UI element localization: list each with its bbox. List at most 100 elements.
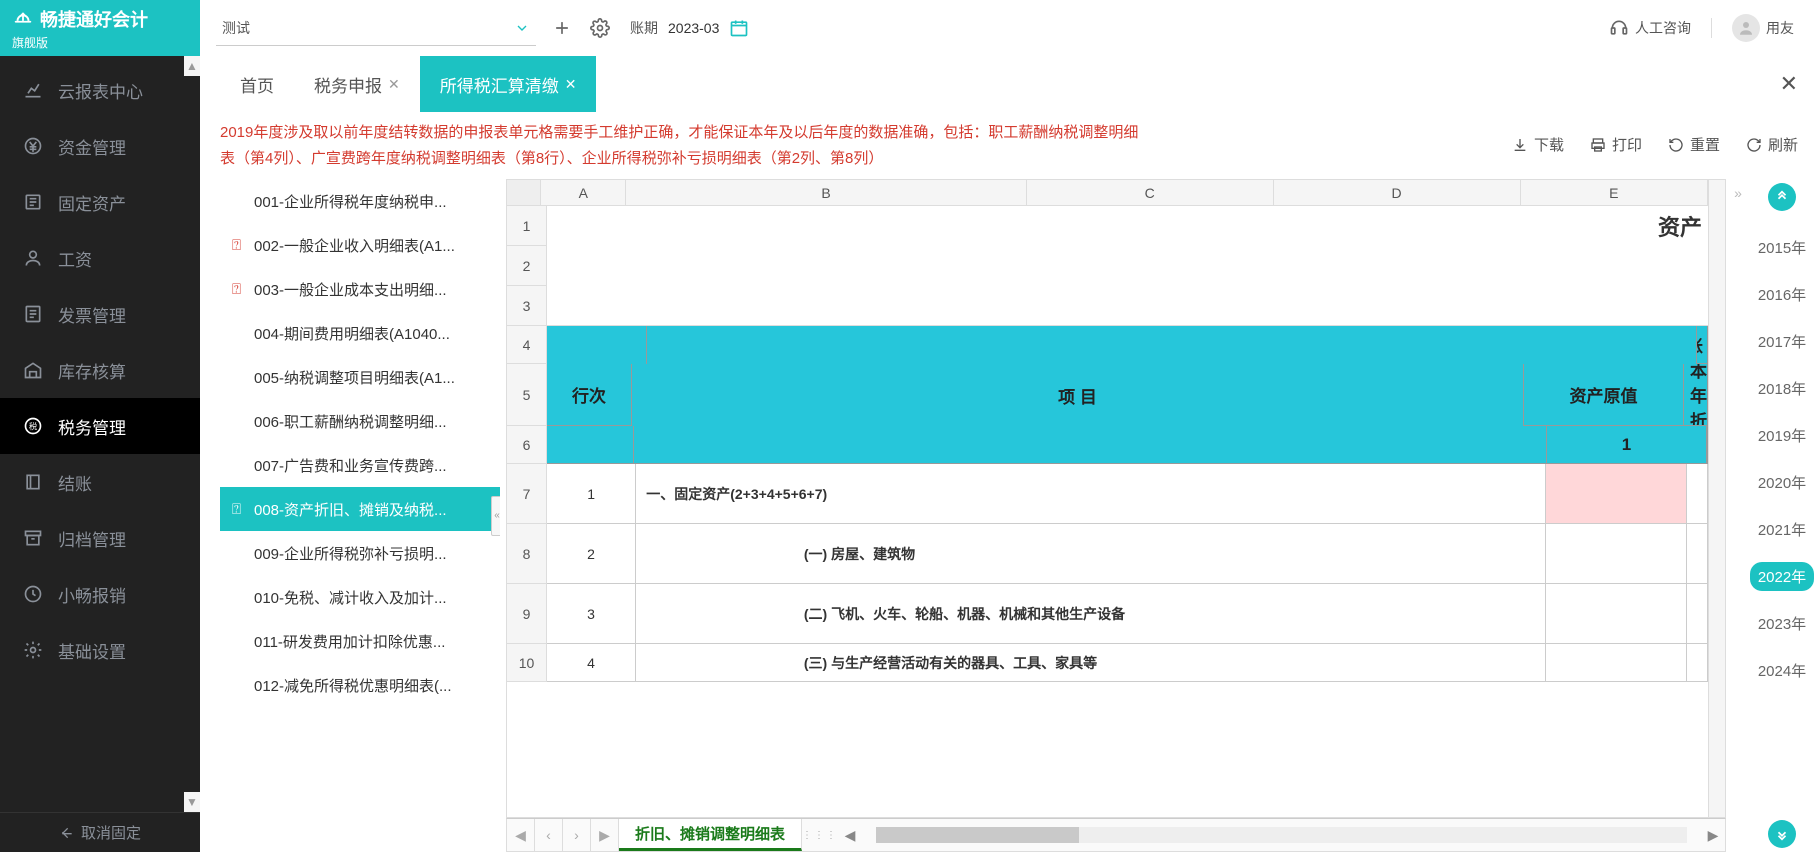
cell-value[interactable]	[1687, 644, 1708, 682]
sidebar-item-yen[interactable]: 资金管理	[0, 118, 200, 174]
report-item-0[interactable]: 001-企业所得税年度纳税申...	[220, 179, 500, 223]
print-button[interactable]: 打印	[1590, 134, 1642, 155]
sheet-tab[interactable]: 折旧、摊销调整明细表	[619, 819, 802, 851]
settings-icon[interactable]	[590, 18, 610, 38]
close-icon[interactable]: ✕	[388, 76, 400, 93]
cell-line[interactable]: 3	[547, 584, 636, 644]
report-item-5[interactable]: 006-职工薪酬纳税调整明细...	[220, 399, 500, 443]
year-scroll-up[interactable]	[1768, 183, 1796, 211]
cell-item[interactable]: (三) 与生产经营活动有关的器具、工具、家具等	[794, 644, 1546, 682]
row-head-4[interactable]: 4	[507, 326, 547, 364]
row-head-6[interactable]: 6	[507, 426, 547, 464]
sidebar-item-warehouse[interactable]: 库存核算	[0, 342, 200, 398]
sidebar-item-tax[interactable]: 税税务管理	[0, 398, 200, 454]
year-scroll-down[interactable]	[1768, 820, 1796, 848]
year-item-2024年[interactable]: 2024年	[1750, 656, 1814, 685]
report-item-3[interactable]: 004-期间费用明细表(A1040...	[220, 311, 500, 355]
col-head-d[interactable]: D	[1274, 180, 1521, 205]
sidebar-item-person[interactable]: 工资	[0, 230, 200, 286]
col-head-b[interactable]: B	[626, 180, 1026, 205]
report-item-11[interactable]: 012-减免所得税优惠明细表(...	[220, 663, 500, 707]
year-item-2023年[interactable]: 2023年	[1750, 609, 1814, 638]
year-item-2019年[interactable]: 2019年	[1750, 421, 1814, 450]
cell-line[interactable]: 2	[547, 524, 636, 584]
report-item-1[interactable]: ⍰002-一般企业收入明细表(A1...	[220, 223, 500, 267]
vertical-scrollbar[interactable]	[1708, 180, 1726, 817]
row-head-1[interactable]: 1	[507, 206, 547, 246]
sheet-nav-next[interactable]: ›	[563, 819, 591, 851]
sidebar-scroll-down[interactable]: ▼	[184, 792, 200, 812]
report-item-9[interactable]: 010-免税、减计收入及加计...	[220, 575, 500, 619]
row-head-5[interactable]: 5	[507, 364, 547, 426]
report-item-4[interactable]: 005-纳税调整项目明细表(A1...	[220, 355, 500, 399]
company-select[interactable]: 测试	[216, 10, 536, 46]
cell-blank[interactable]	[636, 584, 794, 644]
cell-value[interactable]	[1546, 464, 1687, 524]
cell-item[interactable]: (二) 飞机、火车、轮船、机器、机械和其他生产设备	[794, 584, 1546, 644]
sidebar-item-chart[interactable]: 云报表中心	[0, 62, 200, 118]
calendar-icon[interactable]	[729, 18, 749, 38]
col-head-c[interactable]: C	[1027, 180, 1274, 205]
cell-blank[interactable]	[636, 644, 794, 682]
user-menu[interactable]: 用友	[1732, 14, 1794, 42]
unpin-button[interactable]: 取消固定	[0, 812, 200, 852]
collapse-report-list[interactable]: «	[491, 496, 500, 536]
report-item-10[interactable]: 011-研发费用加计扣除优惠...	[220, 619, 500, 663]
horizontal-scrollbar[interactable]: ◀ ▶	[838, 827, 1725, 844]
year-item-2020年[interactable]: 2020年	[1750, 468, 1814, 497]
report-item-6[interactable]: 007-广告费和业务宣传费跨...	[220, 443, 500, 487]
download-button[interactable]: 下载	[1512, 134, 1564, 155]
cell-value[interactable]	[1687, 464, 1708, 524]
sheet-drag-handle[interactable]: ⋮⋮⋮	[802, 830, 838, 841]
close-icon[interactable]: ✕	[565, 76, 577, 93]
sidebar-item-settings[interactable]: 基础设置	[0, 622, 200, 678]
year-item-2015年[interactable]: 2015年	[1750, 233, 1814, 262]
cell-value[interactable]	[1546, 524, 1687, 584]
refresh-button[interactable]: 刷新	[1746, 134, 1798, 155]
sidebar-item-archive[interactable]: 归档管理	[0, 510, 200, 566]
tab-2[interactable]: 所得税汇算清缴✕	[420, 56, 597, 112]
row-head-7[interactable]: 7	[507, 464, 547, 524]
cell-item[interactable]: 一、固定资产(2+3+4+5+6+7)	[636, 464, 1546, 524]
cell-value[interactable]	[1546, 584, 1687, 644]
year-item-2021年[interactable]: 2021年	[1750, 515, 1814, 544]
report-item-label: 010-免税、减计收入及加计...	[254, 587, 447, 608]
consult-button[interactable]: 人工咨询	[1609, 18, 1691, 38]
sheet-nav-first[interactable]: ◀	[507, 819, 535, 851]
row-head-9[interactable]: 9	[507, 584, 547, 644]
sidebar-item-invoice[interactable]: 发票管理	[0, 286, 200, 342]
grid-corner[interactable]	[507, 180, 541, 205]
cell-value[interactable]	[1687, 524, 1708, 584]
row-head-8[interactable]: 8	[507, 524, 547, 584]
sheet-nav-last[interactable]: ▶	[591, 819, 619, 851]
sidebar-item-report[interactable]: 小畅报销	[0, 566, 200, 622]
tab-1[interactable]: 税务申报✕	[294, 56, 420, 112]
row-head-2[interactable]: 2	[507, 246, 547, 286]
cell-line[interactable]: 1	[547, 464, 636, 524]
cell-item[interactable]: (一) 房屋、建筑物	[794, 524, 1546, 584]
sidebar-scroll-up[interactable]: ▲	[184, 56, 200, 76]
cell-value[interactable]	[1546, 644, 1687, 682]
close-all-tabs[interactable]: ✕	[1780, 71, 1818, 97]
sidebar-item-asset[interactable]: 固定资产	[0, 174, 200, 230]
cell-value[interactable]	[1687, 584, 1708, 644]
year-item-2016年[interactable]: 2016年	[1750, 280, 1814, 309]
year-item-2017年[interactable]: 2017年	[1750, 327, 1814, 356]
report-item-7[interactable]: ⍰008-资产折旧、摊销及纳税...	[220, 487, 500, 531]
sheet-nav-prev[interactable]: ‹	[535, 819, 563, 851]
cell-blank[interactable]	[636, 524, 794, 584]
cell-line[interactable]: 4	[547, 644, 636, 682]
col-head-a[interactable]: A	[541, 180, 626, 205]
sidebar-item-ledger[interactable]: 结账	[0, 454, 200, 510]
row-head-10[interactable]: 10	[507, 644, 547, 682]
col-head-e[interactable]: E	[1521, 180, 1708, 205]
report-item-2[interactable]: ⍰003-一般企业成本支出明细...	[220, 267, 500, 311]
year-item-2022年[interactable]: 2022年	[1750, 562, 1814, 591]
report-item-8[interactable]: 009-企业所得税弥补亏损明...	[220, 531, 500, 575]
tab-0[interactable]: 首页	[220, 56, 294, 112]
add-button[interactable]	[552, 18, 572, 38]
row-head-3[interactable]: 3	[507, 286, 547, 326]
reset-button[interactable]: 重置	[1668, 134, 1720, 155]
expand-year-rail[interactable]: »	[1730, 179, 1746, 852]
year-item-2018年[interactable]: 2018年	[1750, 374, 1814, 403]
